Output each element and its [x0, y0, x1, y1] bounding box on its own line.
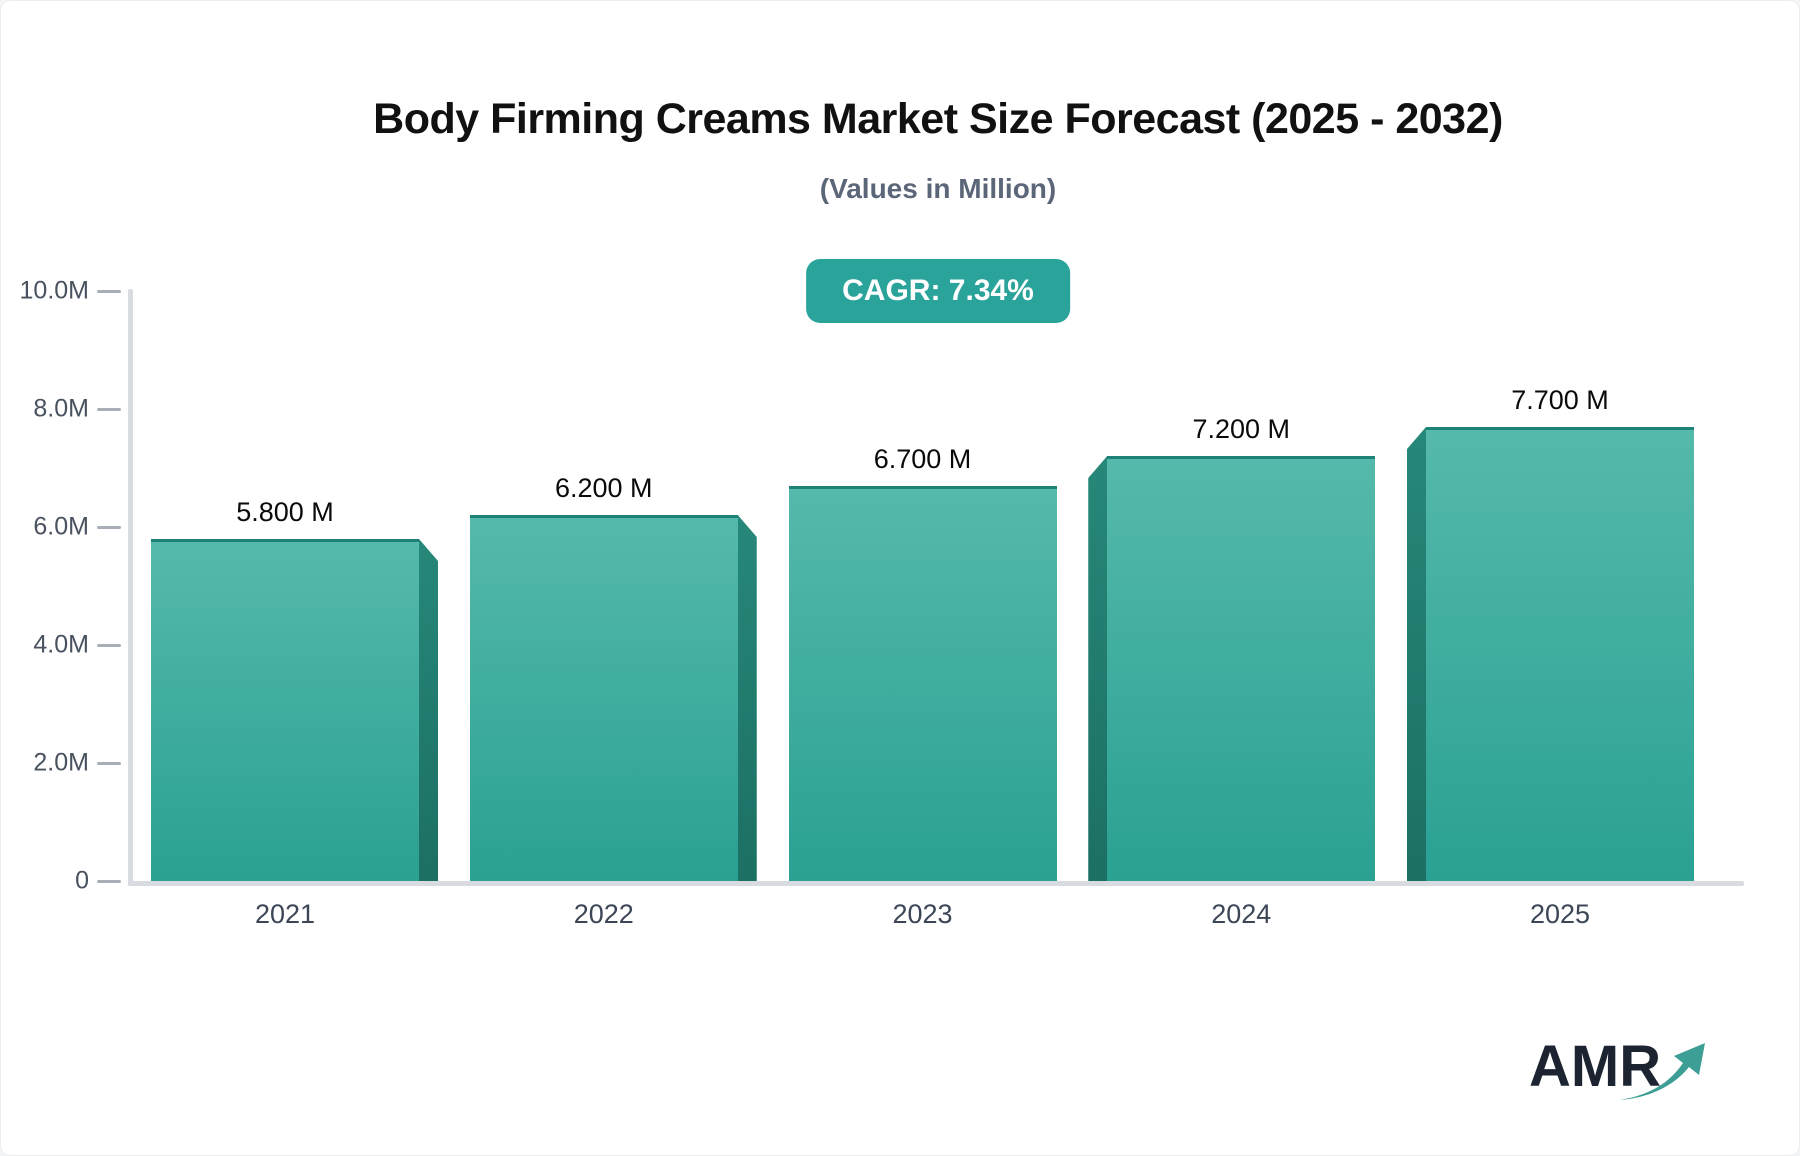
bar-2022 — [469, 515, 738, 881]
bar-2023 — [788, 486, 1057, 881]
bar-side-face — [737, 515, 757, 881]
growth-arrow-icon — [1619, 1043, 1705, 1100]
y-tick-mark — [97, 879, 121, 883]
bar-value-label: 6.700 M — [873, 444, 972, 474]
y-tick-label: 8.0M — [33, 394, 89, 423]
y-tick-mark — [97, 407, 121, 411]
bar-2024 — [1107, 456, 1376, 881]
y-tick-mark — [97, 643, 121, 647]
bar-value-label: 7.700 M — [1511, 385, 1609, 415]
chart-subtitle: (Values in Million) — [819, 173, 1057, 204]
bar-2025 — [1426, 427, 1694, 881]
y-tick-mark — [97, 289, 121, 293]
y-tick-mark — [97, 525, 121, 529]
chart-title: Body Firming Creams Market Size Forecast… — [373, 95, 1503, 143]
bar-2021 — [151, 539, 419, 881]
y-tick-label: 4.0M — [33, 630, 89, 659]
cagr-badge: CAGR: 7.34% — [806, 259, 1070, 323]
y-tick-label: 6.0M — [33, 512, 89, 541]
bar-side-face — [419, 539, 438, 881]
x-tick-label: 2023 — [892, 899, 953, 929]
y-tick-mark — [97, 761, 121, 765]
amr-logo-text: AMR — [1529, 1034, 1662, 1099]
x-tick-label: 2021 — [254, 899, 316, 929]
bar-value-label: 7.200 M — [1192, 414, 1291, 444]
amr-logo: AMR — [1529, 1033, 1729, 1113]
y-tick-label: 10.0M — [19, 276, 89, 305]
bar-side-face — [1407, 427, 1426, 881]
bar-side-face — [1088, 456, 1108, 881]
y-tick-label: 2.0M — [33, 748, 89, 777]
y-tick-label: 0 — [75, 866, 89, 895]
bar-value-label: 5.800 M — [236, 497, 334, 527]
x-axis-line — [128, 881, 1744, 886]
y-axis-line — [128, 289, 133, 886]
x-tick-label: 2024 — [1211, 899, 1272, 929]
x-tick-label: 2025 — [1529, 899, 1591, 929]
x-tick-label: 2022 — [573, 899, 634, 929]
bar-value-label: 6.200 M — [554, 473, 653, 503]
